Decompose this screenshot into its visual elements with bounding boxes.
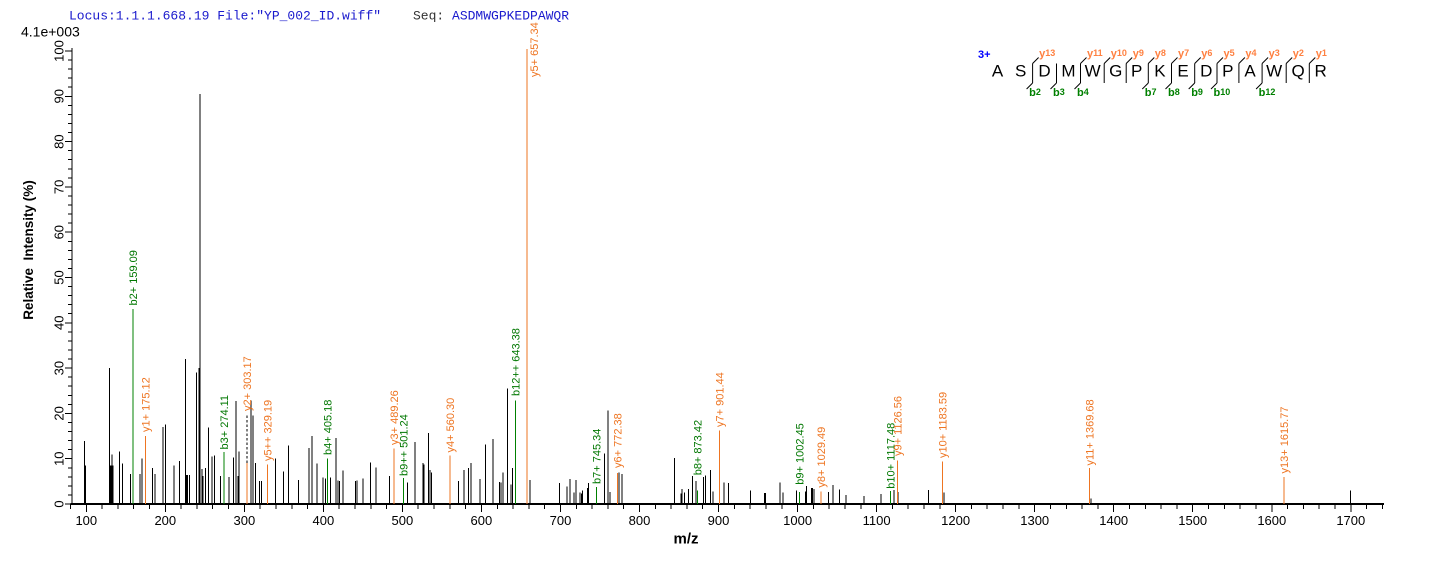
svg-text:b4: b4 (1077, 87, 1089, 99)
svg-text:P: P (1131, 62, 1142, 81)
svg-text:70: 70 (52, 180, 67, 194)
svg-text:y10: y10 (1111, 48, 1127, 60)
svg-text:K: K (1154, 62, 1166, 81)
svg-text:1200: 1200 (941, 513, 970, 528)
svg-text:Locus:1.1.1.668.19 File:"YP_00: Locus:1.1.1.668.19 File:"YP_002_ID.wiff" (69, 9, 381, 24)
svg-text:y7+ 901.44: y7+ 901.44 (715, 372, 727, 427)
svg-text:700: 700 (550, 513, 572, 528)
svg-text:b7+ 745.34: b7+ 745.34 (591, 429, 603, 484)
svg-text:30: 30 (52, 361, 67, 375)
svg-text:A: A (992, 62, 1004, 81)
svg-text:b12: b12 (1259, 87, 1276, 99)
svg-text:P: P (1222, 62, 1233, 81)
svg-text:1100: 1100 (863, 513, 891, 528)
svg-text:y4+ 560.30: y4+ 560.30 (445, 398, 457, 453)
svg-text:S: S (1015, 62, 1026, 81)
svg-text:y6+ 772.38: y6+ 772.38 (613, 413, 625, 468)
svg-text:b7: b7 (1145, 87, 1157, 99)
svg-text:50: 50 (52, 270, 67, 284)
svg-text:300: 300 (234, 513, 256, 528)
svg-text:b2+ 159.09: b2+ 159.09 (128, 250, 140, 305)
svg-text:b9+ 1002.45: b9+ 1002.45 (795, 423, 807, 484)
svg-text:b3: b3 (1053, 87, 1065, 99)
svg-text:1500: 1500 (1178, 513, 1207, 528)
svg-text:y6: y6 (1201, 48, 1212, 60)
svg-text:y1: y1 (1316, 48, 1327, 60)
svg-text:80: 80 (52, 134, 67, 148)
svg-text:600: 600 (471, 513, 493, 528)
svg-text:y5: y5 (1224, 48, 1235, 60)
svg-text:b10+ 1117.48: b10+ 1117.48 (885, 423, 897, 489)
svg-text:E: E (1177, 62, 1188, 81)
svg-text:y3+ 489.26: y3+ 489.26 (389, 390, 401, 445)
svg-text:y5+ 657.34: y5+ 657.34 (529, 22, 541, 77)
svg-text:1000: 1000 (783, 513, 812, 528)
svg-text:b12++ 643.38: b12++ 643.38 (511, 328, 523, 396)
svg-text:60: 60 (52, 225, 67, 239)
svg-text:1300: 1300 (1020, 513, 1049, 528)
svg-text:y5++ 329.19: y5++ 329.19 (262, 400, 274, 461)
svg-text:1400: 1400 (1099, 513, 1128, 528)
svg-text:800: 800 (629, 513, 651, 528)
svg-text:G: G (1109, 62, 1122, 81)
svg-text:900: 900 (708, 513, 730, 528)
svg-text:Seq: ASDMWGPKEDPAWQR: Seq: ASDMWGPKEDPAWQR (413, 9, 569, 24)
svg-text:R: R (1314, 62, 1326, 81)
svg-text:y9: y9 (1133, 48, 1144, 60)
svg-text:100: 100 (75, 513, 97, 528)
svg-text:b8: b8 (1168, 87, 1180, 99)
svg-text:y10+ 1183.59: y10+ 1183.59 (938, 392, 950, 458)
svg-text:y8: y8 (1155, 48, 1166, 60)
svg-text:40: 40 (52, 316, 67, 330)
svg-text:D: D (1200, 62, 1212, 81)
svg-text:y9+ 1126.56: y9+ 1126.56 (893, 396, 905, 456)
svg-text:y13: y13 (1039, 48, 1055, 60)
svg-text:y11+ 1369.68: y11+ 1369.68 (1085, 399, 1097, 465)
svg-text:200: 200 (154, 513, 176, 528)
svg-text:W: W (1266, 62, 1282, 81)
svg-text:b8+ 873.42: b8+ 873.42 (693, 420, 705, 475)
svg-text:m/z: m/z (673, 531, 698, 548)
svg-text:0: 0 (52, 500, 67, 507)
svg-text:y8+ 1029.49: y8+ 1029.49 (816, 427, 828, 488)
svg-text:y1+ 175.12: y1+ 175.12 (141, 377, 153, 432)
svg-text:1700: 1700 (1336, 513, 1365, 528)
svg-text:b4+ 405.18: b4+ 405.18 (323, 400, 335, 455)
svg-text:b3+ 274.11: b3+ 274.11 (219, 395, 231, 450)
svg-text:y2: y2 (1293, 48, 1304, 60)
svg-text:y13+ 1615.77: y13+ 1615.77 (1279, 407, 1291, 474)
svg-text:y3: y3 (1269, 48, 1280, 60)
svg-text:b10: b10 (1214, 87, 1231, 99)
svg-text:b9++ 501.24: b9++ 501.24 (398, 414, 410, 476)
svg-text:Relative Intensity (%): Relative Intensity (%) (21, 180, 36, 320)
svg-text:400: 400 (313, 513, 335, 528)
svg-text:W: W (1085, 62, 1101, 81)
svg-text:Q: Q (1291, 62, 1304, 81)
svg-text:y7: y7 (1178, 48, 1189, 60)
svg-text:90: 90 (52, 89, 67, 103)
svg-text:3+: 3+ (978, 49, 991, 61)
svg-text:y2+ 303.17: y2+ 303.17 (242, 356, 254, 411)
svg-text:A: A (1244, 62, 1256, 81)
svg-text:b2: b2 (1029, 87, 1041, 99)
svg-text:500: 500 (392, 513, 414, 528)
svg-text:20: 20 (52, 406, 67, 420)
svg-text:100: 100 (52, 40, 67, 62)
svg-text:b9: b9 (1191, 87, 1203, 99)
svg-text:D: D (1038, 62, 1050, 81)
svg-text:y11: y11 (1087, 48, 1103, 60)
svg-text:1600: 1600 (1257, 513, 1286, 528)
svg-text:y4: y4 (1245, 48, 1256, 60)
svg-text:4.1e+003: 4.1e+003 (21, 24, 80, 40)
svg-text:M: M (1061, 62, 1075, 81)
svg-text:10: 10 (52, 451, 67, 465)
